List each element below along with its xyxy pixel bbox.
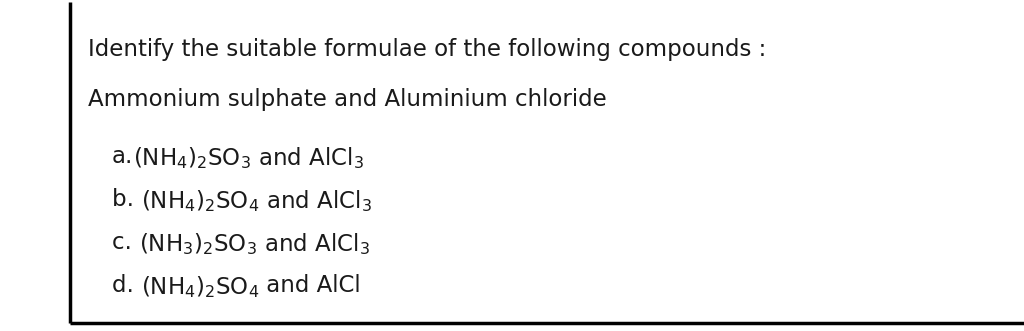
Text: $\mathregular{(NH_3)_2SO_3}$: $\mathregular{(NH_3)_2SO_3}$ — [139, 231, 257, 257]
Text: and $\mathregular{AlCl_3}$: and $\mathregular{AlCl_3}$ — [259, 188, 373, 214]
Text: b.: b. — [112, 188, 141, 211]
Text: c.: c. — [112, 231, 139, 254]
Text: $\mathregular{(NH_4)_2SO_3}$: $\mathregular{(NH_4)_2SO_3}$ — [133, 145, 251, 171]
Text: $\mathregular{(NH_4)_2SO_4}$: $\mathregular{(NH_4)_2SO_4}$ — [141, 274, 259, 300]
Text: d.: d. — [112, 274, 141, 297]
Text: Identify the suitable formulae of the following compounds :: Identify the suitable formulae of the fo… — [88, 38, 766, 61]
Text: Ammonium sulphate and Aluminium chloride: Ammonium sulphate and Aluminium chloride — [88, 88, 607, 111]
Text: and AlCl: and AlCl — [259, 274, 361, 297]
Text: and $\mathregular{AlCl_3}$: and $\mathregular{AlCl_3}$ — [257, 231, 370, 257]
Text: $\mathregular{(NH_4)_2SO_4}$: $\mathregular{(NH_4)_2SO_4}$ — [141, 188, 259, 214]
Text: and $\mathregular{AlCl_3}$: and $\mathregular{AlCl_3}$ — [251, 145, 365, 171]
Text: a.: a. — [112, 145, 133, 168]
